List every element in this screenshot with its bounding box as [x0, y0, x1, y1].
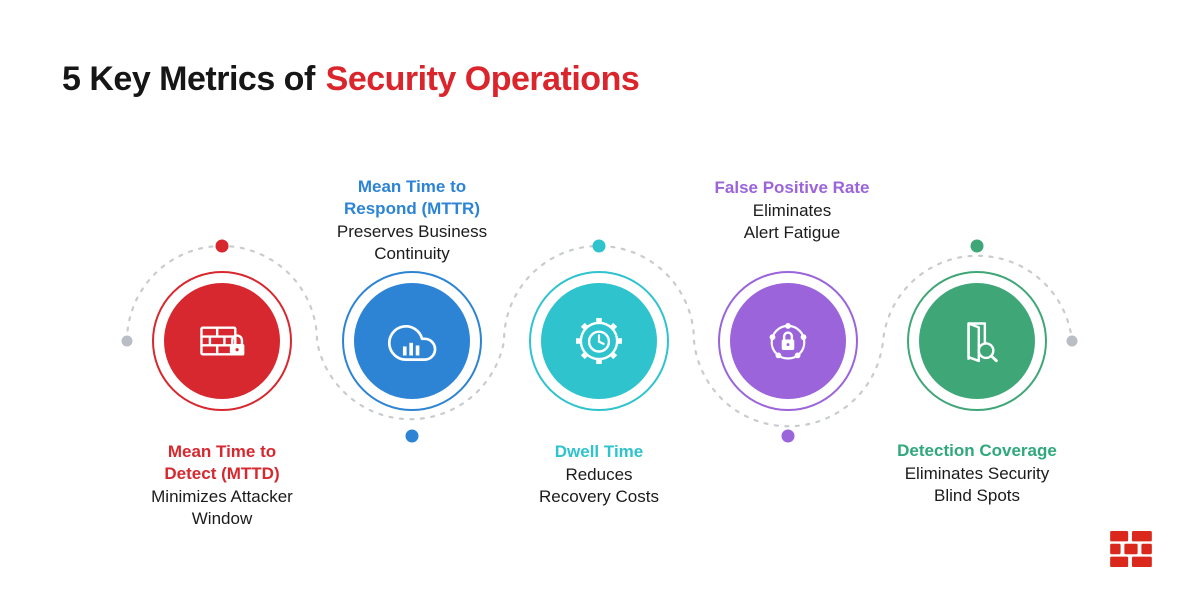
metric-node-mttd [152, 271, 292, 411]
dot-dwell-time [592, 239, 606, 253]
cloud-analytics-icon [387, 325, 437, 361]
metric-label-mttr: Mean Time to Respond (MTTR) Preserves Bu… [292, 176, 532, 265]
metric-label-mttd: Mean Time to Detect (MTTD) Minimizes Att… [102, 441, 342, 530]
metric-subtitle-mttr: Preserves Business Continuity [336, 222, 488, 263]
timeline-start-dot [121, 335, 133, 347]
metric-subtitle-mttd: Minimizes Attacker Window [151, 487, 293, 528]
metric-node-false-positive-rate [718, 271, 858, 411]
metric-label-detection-coverage: Detection Coverage Eliminates Security B… [857, 440, 1097, 507]
dot-mttr [405, 429, 419, 443]
secure-network-icon [769, 322, 807, 360]
page-title: 5 Key Metrics of Security Operations [62, 60, 640, 99]
metric-title-false-positive-rate: False Positive Rate [714, 178, 870, 197]
metric-disc-detection-coverage [919, 283, 1035, 399]
dot-detection-coverage [970, 239, 984, 253]
metric-label-dwell-time: Dwell Time Reduces Recovery Costs [479, 441, 719, 508]
door-search-icon [967, 322, 998, 363]
metric-disc-mttd [164, 283, 280, 399]
metric-node-mttr [342, 271, 482, 411]
metric-title-detection-coverage: Detection Coverage [897, 441, 1057, 460]
firewall-lock-icon [200, 326, 245, 356]
dot-mttd [215, 239, 229, 253]
title-highlight: Security Operations [325, 60, 640, 98]
metric-subtitle-detection-coverage: Eliminates Security Blind Spots [904, 464, 1050, 505]
metric-node-detection-coverage [907, 271, 1047, 411]
fortinet-logo [1110, 531, 1152, 567]
metric-disc-false-positive-rate [730, 283, 846, 399]
metric-title-mttr: Mean Time to Respond (MTTR) [344, 177, 480, 218]
metric-title-mttd: Mean Time to Detect (MTTD) [164, 442, 280, 483]
metric-title-dwell-time: Dwell Time [554, 442, 644, 461]
metric-disc-mttr [354, 283, 470, 399]
metric-node-dwell-time [529, 271, 669, 411]
metric-subtitle-false-positive-rate: Eliminates Alert Fatigue [743, 201, 841, 242]
timeline-dashed-path [125, 244, 1074, 428]
dot-false-positive-rate [781, 429, 795, 443]
metric-subtitle-dwell-time: Reduces Recovery Costs [539, 465, 659, 506]
timeline-end-dot [1066, 335, 1078, 347]
metric-disc-dwell-time [541, 283, 657, 399]
metric-label-false-positive-rate: False Positive Rate Eliminates Alert Fat… [672, 177, 912, 244]
title-prefix: 5 Key Metrics of [62, 60, 315, 98]
gear-timer-icon [576, 318, 622, 364]
